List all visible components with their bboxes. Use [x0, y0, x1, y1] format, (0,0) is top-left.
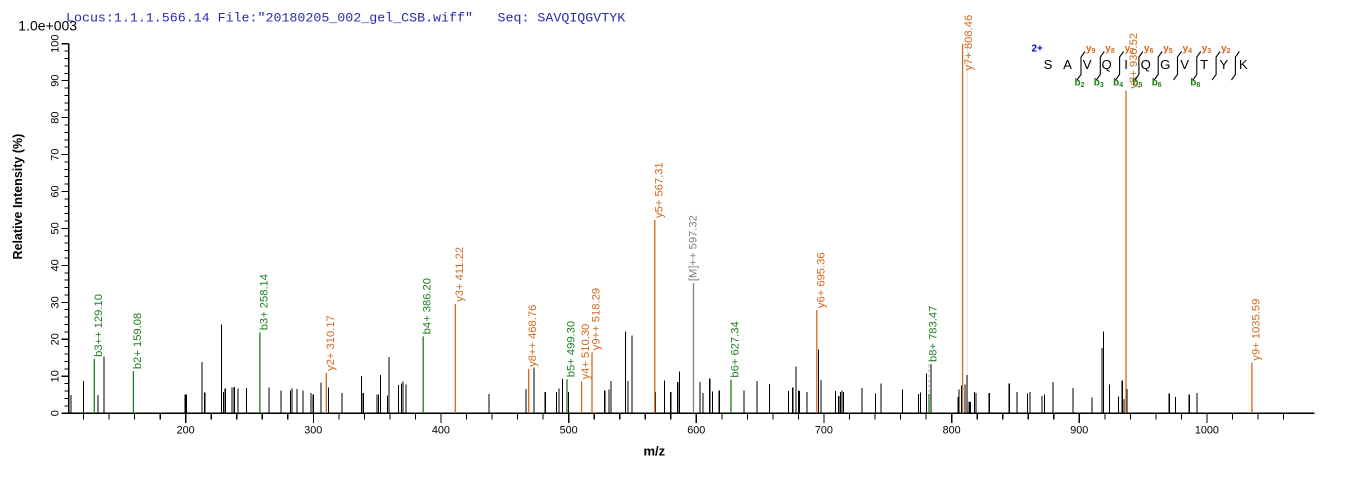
svg-text:y9++ 518.29: y9++ 518.29	[591, 288, 603, 350]
svg-text:A: A	[1063, 57, 1072, 72]
svg-text:b2: b2	[1075, 78, 1085, 90]
svg-text:y2: y2	[1221, 44, 1231, 56]
svg-text:y2+ 310.17: y2+ 310.17	[325, 315, 337, 371]
svg-text:V: V	[1083, 57, 1092, 72]
svg-text:500: 500	[560, 424, 578, 436]
svg-text:y6+ 695.36: y6+ 695.36	[815, 252, 827, 308]
svg-text:b8: b8	[1190, 78, 1200, 90]
svg-text:b5+ 499.30: b5+ 499.30	[566, 321, 578, 377]
svg-text:y7: y7	[1125, 44, 1135, 56]
svg-text:y9+ 1035.59: y9+ 1035.59	[1250, 299, 1262, 361]
svg-text:100: 100	[50, 35, 62, 53]
svg-text:m/z: m/z	[644, 444, 666, 459]
svg-text:60: 60	[50, 185, 62, 197]
svg-text:70: 70	[50, 148, 62, 160]
svg-text:10: 10	[50, 370, 62, 382]
svg-text:Relative Intensity (%): Relative Intensity (%)	[11, 134, 25, 260]
svg-text:y6: y6	[1144, 44, 1154, 56]
svg-text:600: 600	[687, 424, 705, 436]
svg-text:T: T	[1200, 57, 1208, 72]
svg-text:b3++ 129.10: b3++ 129.10	[93, 294, 105, 357]
svg-text:1000: 1000	[1195, 424, 1219, 436]
svg-text:b3: b3	[1094, 78, 1104, 90]
svg-text:Locus:1.1.1.566.14 File:"20180: Locus:1.1.1.566.14 File:"20180205_002_ge…	[66, 11, 473, 26]
svg-text:y8+ 936.52: y8+ 936.52	[1128, 33, 1140, 89]
svg-text:80: 80	[50, 111, 62, 123]
svg-text:b3+ 258.14: b3+ 258.14	[258, 274, 270, 330]
svg-text:400: 400	[432, 424, 450, 436]
svg-text:S: S	[1044, 57, 1053, 72]
svg-text:K: K	[1239, 57, 1248, 72]
svg-text:900: 900	[1070, 424, 1088, 436]
svg-text:800: 800	[943, 424, 961, 436]
svg-text:20: 20	[50, 333, 62, 345]
svg-text:0: 0	[50, 410, 62, 416]
svg-text:[M]++ 597.32: [M]++ 597.32	[688, 215, 700, 281]
svg-text:40: 40	[50, 259, 62, 271]
svg-text:b6+ 627.34: b6+ 627.34	[730, 321, 742, 377]
svg-text:Q: Q	[1141, 57, 1151, 72]
svg-text:1.0e+003: 1.0e+003	[18, 18, 77, 34]
svg-text:90: 90	[50, 74, 62, 86]
svg-text:b4+ 386.20: b4+ 386.20	[422, 278, 434, 334]
svg-text:30: 30	[50, 296, 62, 308]
svg-text:y3: y3	[1202, 44, 1212, 56]
svg-text:y7+ 808.46: y7+ 808.46	[963, 15, 975, 71]
svg-text:2+: 2+	[1032, 44, 1044, 55]
svg-text:b6: b6	[1152, 78, 1162, 90]
svg-text:y8++ 468.76: y8++ 468.76	[527, 305, 539, 367]
svg-text:y4+ 510.30: y4+ 510.30	[580, 324, 592, 380]
svg-text:700: 700	[815, 424, 833, 436]
svg-text:y3+ 411.22: y3+ 411.22	[454, 247, 466, 302]
svg-text:300: 300	[304, 424, 322, 436]
svg-text:Y: Y	[1219, 57, 1228, 72]
svg-text:200: 200	[177, 424, 195, 436]
svg-text:V: V	[1180, 57, 1189, 72]
svg-text:y4: y4	[1183, 44, 1193, 56]
svg-text:y5: y5	[1163, 44, 1173, 56]
svg-text:50: 50	[50, 222, 62, 234]
svg-text:b2+ 159.08: b2+ 159.08	[132, 313, 144, 369]
svg-text:b5: b5	[1132, 78, 1142, 90]
svg-text:Q: Q	[1101, 57, 1111, 72]
svg-text:Seq: SAVQIQGVTYK: Seq: SAVQIQGVTYK	[498, 11, 626, 26]
svg-text:b8+ 783.47: b8+ 783.47	[928, 306, 940, 362]
svg-text:y8: y8	[1105, 44, 1115, 56]
svg-text:G: G	[1160, 57, 1170, 72]
svg-text:y9: y9	[1086, 44, 1096, 56]
svg-text:y5+ 567.31: y5+ 567.31	[653, 162, 665, 218]
svg-text:I: I	[1124, 57, 1128, 72]
svg-text:b4: b4	[1113, 78, 1123, 90]
